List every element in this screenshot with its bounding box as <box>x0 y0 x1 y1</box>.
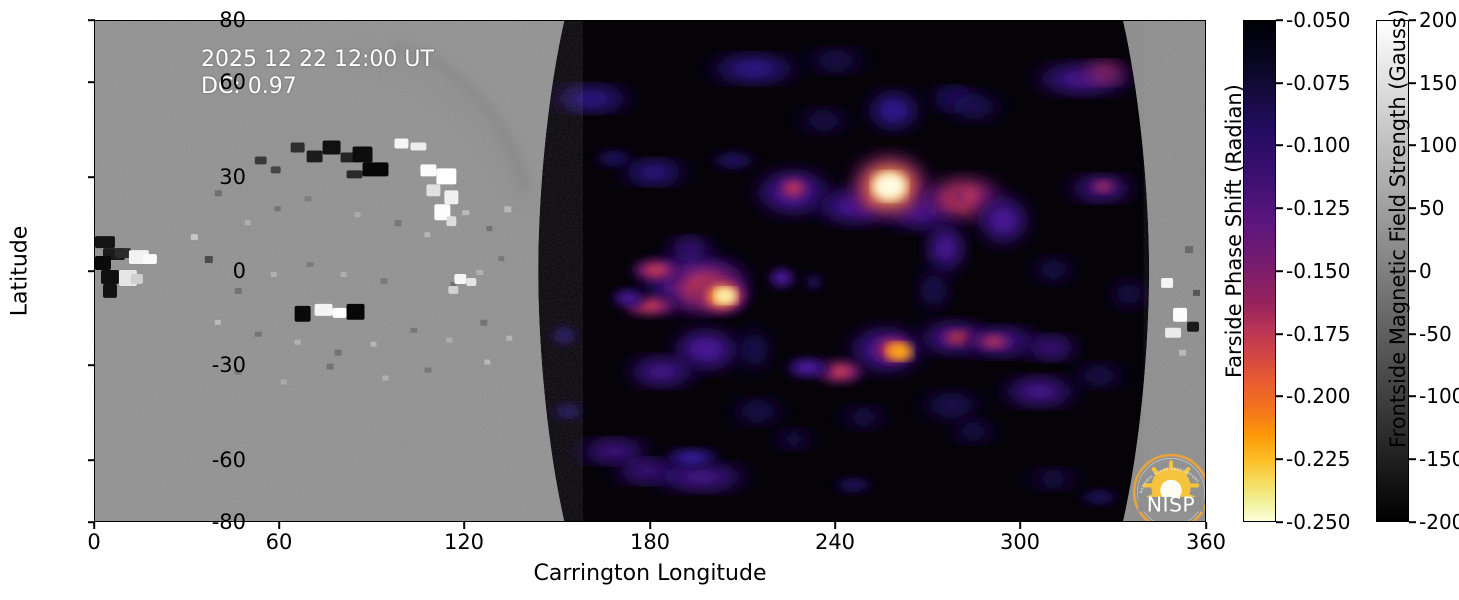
cb-tick-label: -0.250 <box>1286 510 1351 534</box>
y-tick-mark <box>88 521 95 523</box>
y-tick-mark <box>88 176 95 178</box>
x-tick-mark <box>834 522 836 529</box>
x-tick-mark <box>463 522 465 529</box>
cb-tick-mark <box>1409 19 1416 21</box>
cb-tick-label: -200 <box>1419 510 1459 534</box>
x-tick-mark <box>278 522 280 529</box>
map-image <box>95 21 1205 521</box>
y-tick-label: 80 <box>219 8 246 32</box>
x-tick-label: 180 <box>629 530 671 554</box>
y-tick-label: -30 <box>211 353 246 377</box>
cb-tick-mark <box>1276 207 1283 209</box>
y-tick-mark <box>88 364 95 366</box>
plot-clip: NISP NATIONAL SOLAR OBSERVATORY 2025 12 … <box>95 21 1205 521</box>
cb-tick-label: -0.175 <box>1286 322 1351 346</box>
cb-tick-label: -0.150 <box>1286 259 1351 283</box>
y-tick-mark <box>88 81 95 83</box>
cb-tick-label: 150 <box>1419 71 1458 95</box>
cb-tick-label: -0.100 <box>1286 133 1351 157</box>
y-tick-mark <box>88 270 95 272</box>
frontside-panels <box>95 21 1205 521</box>
cb-tick-label: 50 <box>1419 196 1445 220</box>
duty-cycle-label: DC: 0.97 <box>201 73 297 99</box>
cb-tick-mark <box>1409 521 1416 523</box>
x-tick-mark <box>1019 522 1021 529</box>
y-tick-mark <box>88 19 95 21</box>
cb-tick-label: -0.200 <box>1286 384 1351 408</box>
y-tick-label: 60 <box>219 70 246 94</box>
cb-tick-mark <box>1276 144 1283 146</box>
frontside-colorbar-label: Frontside Magnetic Field Strength (Gauss… <box>1386 8 1410 448</box>
farside-colorbar-label: Farside Phase Shift (Radian) <box>1222 84 1246 378</box>
cb-tick-mark <box>1409 144 1416 146</box>
cb-tick-mark <box>1276 333 1283 335</box>
y-tick-mark <box>88 459 95 461</box>
x-tick-mark <box>649 522 651 529</box>
nisp-logo-text: NISP <box>1147 493 1195 517</box>
x-tick-label: 300 <box>999 530 1041 554</box>
cb-tick-mark <box>1409 395 1416 397</box>
cb-tick-mark <box>1409 333 1416 335</box>
y-tick-label: -80 <box>211 510 246 534</box>
cb-tick-mark <box>1409 270 1416 272</box>
cb-tick-label: 100 <box>1419 133 1458 157</box>
y-tick-label: 0 <box>232 259 246 283</box>
cb-tick-mark <box>1276 19 1283 21</box>
cb-tick-label: 0 <box>1419 259 1432 283</box>
cb-tick-mark <box>1276 395 1283 397</box>
farside-colorbar-gradient <box>1243 20 1276 522</box>
x-tick-label: 240 <box>814 530 856 554</box>
cb-tick-label: 200 <box>1419 8 1458 32</box>
cb-tick-mark <box>1276 270 1283 272</box>
map-annotation: 2025 12 22 12:00 UT DC: 0.97 <box>201 47 434 101</box>
cb-tick-label: -0.050 <box>1286 8 1351 32</box>
frontside-active-regions <box>95 138 1201 385</box>
cb-tick-label: -150 <box>1419 447 1459 471</box>
cb-tick-label: -0.125 <box>1286 196 1351 220</box>
cb-tick-mark <box>1276 458 1283 460</box>
x-axis-label: Carrington Longitude <box>533 561 767 586</box>
cb-tick-label: -50 <box>1419 322 1452 346</box>
x-tick-mark <box>93 522 95 529</box>
cb-tick-mark <box>1409 82 1416 84</box>
cb-tick-label: -0.225 <box>1286 447 1351 471</box>
x-tick-label: 360 <box>1185 530 1227 554</box>
farside-features <box>544 47 1150 507</box>
x-tick-label: 0 <box>87 530 101 554</box>
y-tick-label: -60 <box>211 448 246 472</box>
frontside-colorbar-gradient <box>1376 20 1409 522</box>
cb-tick-mark <box>1409 207 1416 209</box>
timestamp-label: 2025 12 22 12:00 UT <box>201 47 434 72</box>
x-tick-label: 60 <box>265 530 293 554</box>
plot-area: NISP NATIONAL SOLAR OBSERVATORY 2025 12 … <box>94 20 1206 522</box>
nisp-logo: NISP NATIONAL SOLAR OBSERVATORY <box>1130 451 1205 521</box>
cb-tick-mark <box>1409 458 1416 460</box>
cb-tick-label: -100 <box>1419 384 1459 408</box>
x-tick-mark <box>1205 522 1207 529</box>
x-tick-label: 120 <box>443 530 485 554</box>
y-tick-label: 30 <box>219 165 246 189</box>
cb-tick-label: -0.075 <box>1286 71 1351 95</box>
y-axis-label: Latitude <box>7 225 33 317</box>
cb-tick-mark <box>1276 521 1283 523</box>
cb-tick-mark <box>1276 82 1283 84</box>
